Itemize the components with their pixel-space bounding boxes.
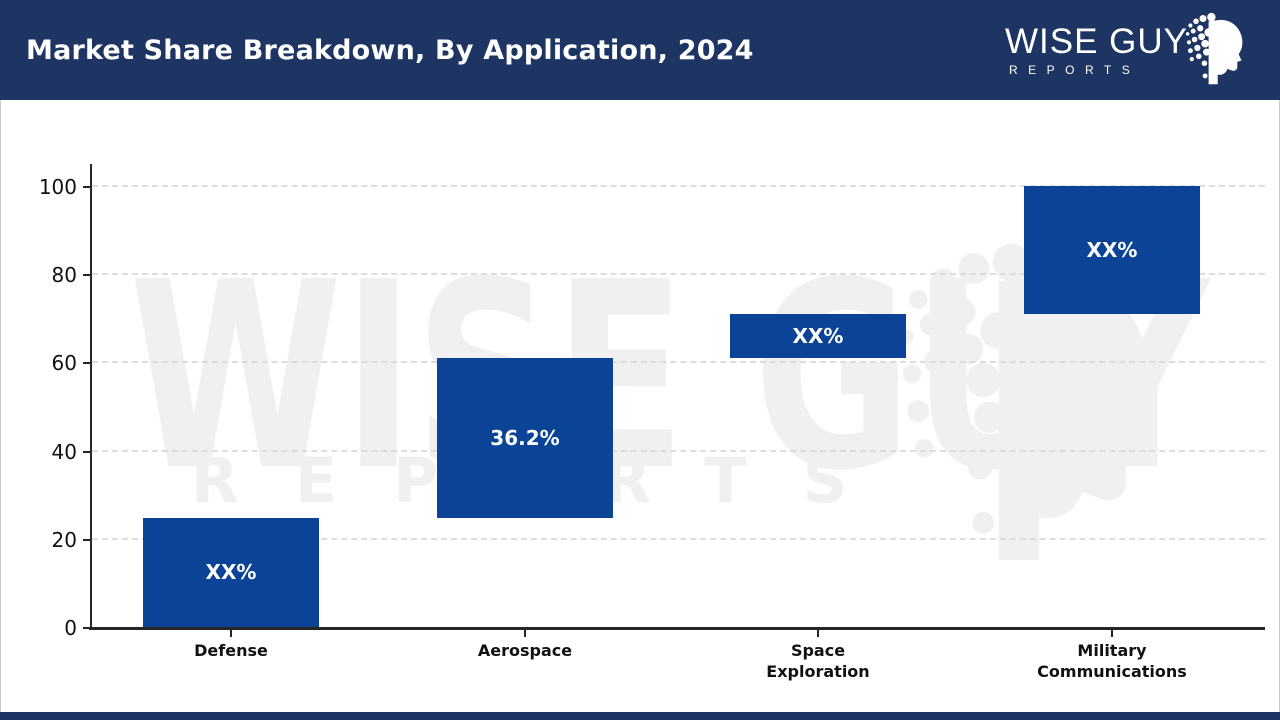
bar-value-label: 36.2%	[490, 425, 560, 450]
plot-area: WISE GUY REPORTS 020406080100XX%36.2%XX%…	[0, 100, 1280, 712]
x-axis-tick	[817, 630, 819, 637]
bar-value-label: XX%	[792, 323, 844, 348]
bar-value-label: XX%	[1086, 237, 1138, 262]
x-axis-tick	[1111, 630, 1113, 637]
y-axis-tick-label: 0	[64, 616, 77, 640]
gridline	[92, 185, 1265, 187]
y-axis-tick-label: 80	[51, 263, 77, 288]
logo-subtitle: REPORTS	[1008, 62, 1141, 77]
bar-defense: XX%	[143, 517, 319, 627]
wise-guy-logo: WISE GUY REPORTS	[1005, 11, 1252, 89]
x-axis-category-label: Defense	[194, 641, 268, 660]
y-axis-tick	[83, 627, 91, 629]
y-axis	[90, 163, 92, 630]
logo-wordmark: WISE GUY	[1004, 21, 1188, 61]
y-axis-tick	[83, 274, 91, 277]
gridline	[92, 273, 1265, 276]
bar-aerospace: 36.2%	[437, 357, 613, 518]
x-axis-category-label: Space Exploration	[766, 641, 870, 681]
plot: 0 20 40 60 80 100 XX% 36.2% XX% XX% Defense Aerospa…	[1, 100, 1279, 712]
gridline	[92, 361, 1265, 364]
gridline	[92, 537, 1265, 540]
dotted-head-icon	[1185, 12, 1243, 85]
gridline	[92, 449, 1265, 452]
chart-title: Market Share Breakdown, By Application, …	[26, 34, 754, 66]
x-axis-tick	[230, 630, 232, 637]
bar-value-label: XX%	[205, 560, 257, 585]
y-axis-tick-label: 20	[51, 527, 77, 552]
y-axis-tick-label: 40	[51, 439, 77, 464]
y-axis-tick	[83, 186, 91, 188]
y-axis-tick	[83, 362, 91, 365]
logo-text: WISE GUY REPORTS	[1005, 24, 1188, 77]
y-axis-tick	[83, 450, 91, 453]
footer-bar	[0, 712, 1280, 720]
bar-military-communications: XX%	[1024, 186, 1200, 314]
x-axis	[89, 627, 1265, 630]
bar-space-exploration: XX%	[730, 313, 906, 358]
header: Market Share Breakdown, By Application, …	[0, 0, 1280, 100]
x-axis-category-label: Aerospace	[477, 641, 573, 660]
x-axis-tick	[524, 630, 526, 637]
y-axis-tick-label: 60	[51, 351, 77, 376]
x-axis-category-label: Military Communications	[1037, 641, 1187, 681]
y-axis-tick-label: 100	[38, 175, 77, 199]
y-axis-tick	[83, 538, 91, 541]
